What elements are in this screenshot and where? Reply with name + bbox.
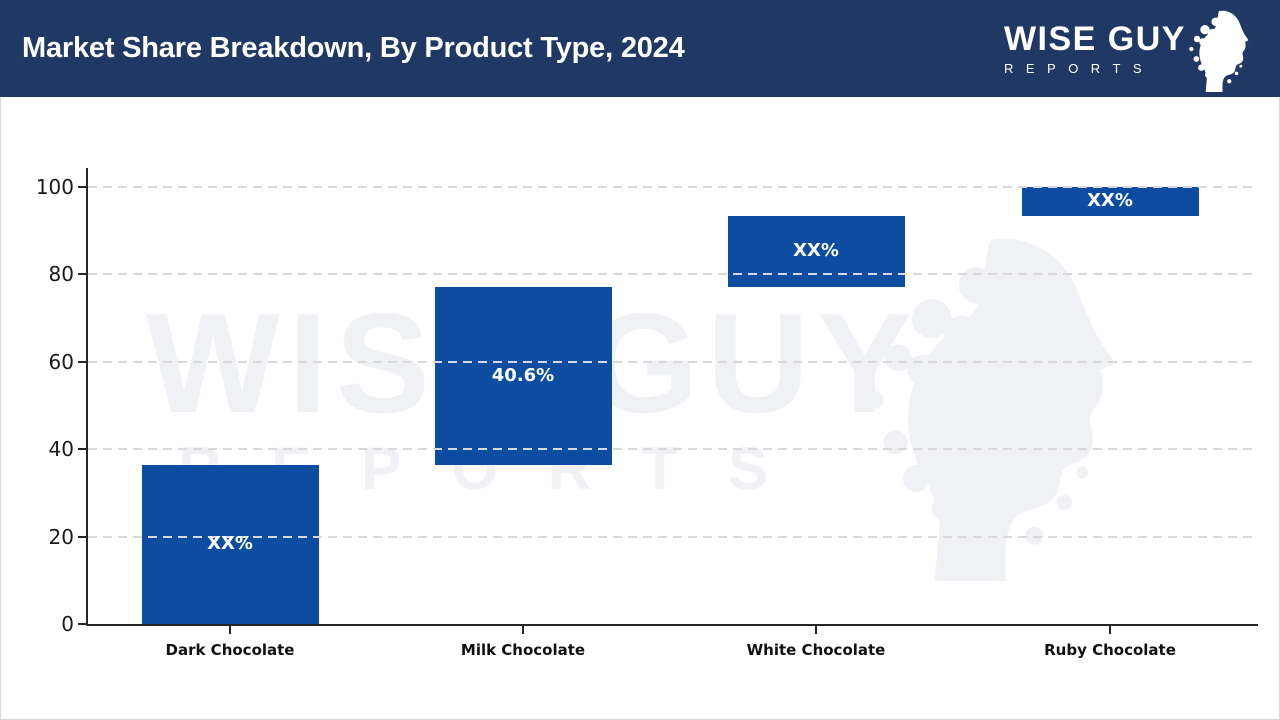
y-tick-100 [78, 185, 86, 188]
bar-value-label-ruby-chocolate: XX% [1087, 190, 1133, 212]
x-tick-label-dark-chocolate: Dark Chocolate [165, 641, 295, 659]
logo-wordmark-line2: REPORTS [1003, 61, 1155, 76]
y-tick-label-20: 20 [48, 524, 74, 549]
y-tick-40 [78, 448, 86, 450]
y-tick-label-40: 40 [48, 437, 74, 461]
bar-dark-chocolate [141, 464, 319, 624]
y-tick-0 [78, 623, 86, 625]
wise-guy-reports-logo: WISE GUY REPORTS [1004, 6, 1258, 92]
gridline-40 [88, 448, 1258, 450]
x-tick-milk-chocolate [522, 626, 524, 634]
logo-wordmark: WISE GUY REPORTS [1004, 22, 1186, 75]
y-tick-80 [78, 273, 86, 275]
x-tick-label-milk-chocolate: Milk Chocolate [460, 641, 586, 659]
gridline-80 [88, 273, 1258, 275]
bar-ruby-chocolate [1021, 186, 1199, 216]
x-tick-label-ruby-chocolate: Ruby Chocolate [1044, 641, 1176, 659]
y-tick-label-60: 60 [48, 349, 74, 374]
gridline-60 [88, 360, 1258, 363]
gridline-100 [88, 185, 1258, 188]
y-axis [86, 168, 88, 626]
bar-value-label-dark-chocolate: XX% [207, 533, 253, 555]
y-tick-label-80: 80 [48, 262, 74, 286]
bar-value-label-milk-chocolate: 40.6% [491, 364, 555, 386]
x-tick-ruby-chocolate [1109, 626, 1111, 634]
y-tick-60 [78, 360, 86, 363]
bar-milk-chocolate [434, 287, 612, 465]
page-title: Market Share Breakdown, By Product Type,… [22, 32, 685, 64]
bar-value-label-white-chocolate: XX% [793, 240, 839, 262]
logo-wordmark-line1: WISE GUY [1003, 20, 1186, 58]
y-tick-20 [78, 535, 86, 538]
header: Market Share Breakdown, By Product Type,… [0, 0, 1280, 97]
x-tick-white-chocolate [815, 626, 817, 634]
x-tick-label-white-chocolate: White Chocolate [746, 641, 886, 659]
y-tick-label-100: 100 [35, 174, 74, 199]
y-tick-label-0: 0 [61, 612, 74, 636]
bar-white-chocolate [727, 215, 905, 288]
x-tick-dark-chocolate [229, 626, 231, 634]
x-axis [86, 624, 1258, 626]
gridline-20 [88, 535, 1258, 538]
